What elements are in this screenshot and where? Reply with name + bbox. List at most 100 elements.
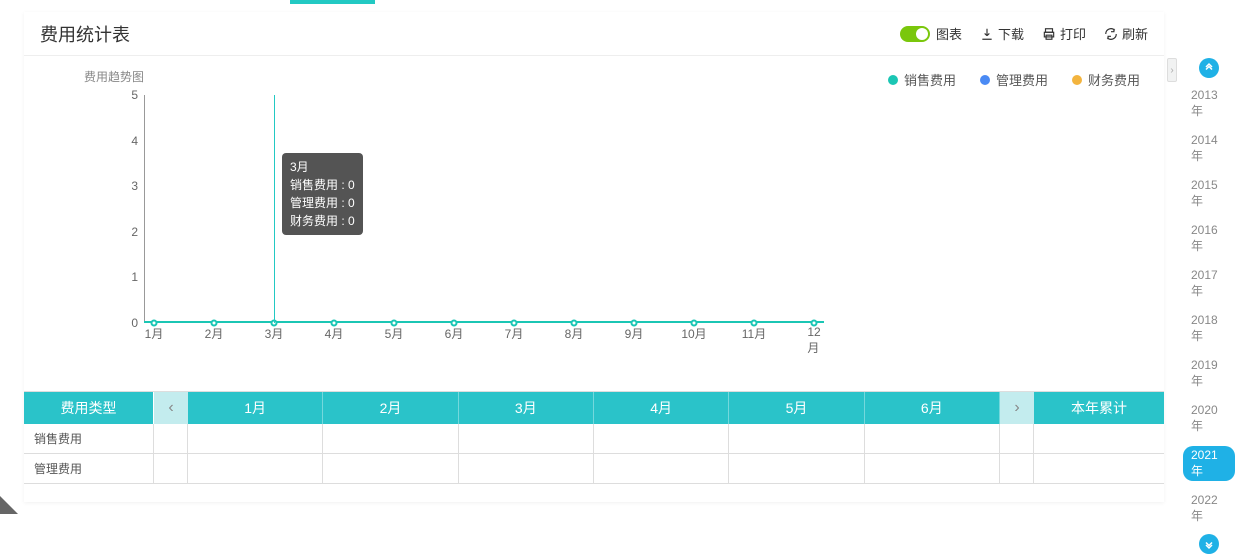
y-tick-label: 2 xyxy=(114,225,138,239)
data-table: 费用类型 ‹ 1月2月3月4月5月6月 › 本年累计 销售费用管理费用 xyxy=(24,391,1164,484)
tooltip-line: 财务费用 : 0 xyxy=(290,212,355,230)
table-row: 销售费用 xyxy=(24,424,1164,454)
year-scroll-down-button[interactable] xyxy=(1199,534,1219,554)
table-cell xyxy=(459,424,594,453)
col-header-month: 6月 xyxy=(865,392,1000,424)
col-header-month: 4月 xyxy=(594,392,729,424)
chart-plot[interactable]: 012345 1月2月3月4月5月6月7月8月9月10月11月12月 3月销售费… xyxy=(144,95,824,335)
legend-dot-icon xyxy=(888,75,898,85)
col-header-month: 1月 xyxy=(188,392,323,424)
year-item[interactable]: 2015年 xyxy=(1183,176,1235,211)
table-cell xyxy=(594,424,729,453)
x-axis-labels: 1月2月3月4月5月6月7月8月9月10月11月12月 xyxy=(144,325,824,341)
chart-tooltip: 3月销售费用 : 0管理费用 : 0财务费用 : 0 xyxy=(282,153,363,235)
x-tick-label: 11月 xyxy=(742,325,766,342)
row-spacer xyxy=(154,454,188,483)
download-icon xyxy=(980,27,994,41)
table-cell xyxy=(594,454,729,483)
row-total xyxy=(1034,424,1164,453)
legend-item[interactable]: 销售费用 xyxy=(888,70,956,89)
year-item[interactable]: 2018年 xyxy=(1183,311,1235,346)
tooltip-line: 销售费用 : 0 xyxy=(290,176,355,194)
row-total xyxy=(1034,454,1164,483)
year-item[interactable]: 2022年 xyxy=(1183,491,1235,526)
year-scroll-up-button[interactable] xyxy=(1199,58,1219,78)
year-item[interactable]: 2019年 xyxy=(1183,356,1235,391)
year-item[interactable]: 2020年 xyxy=(1183,401,1235,436)
page-title: 费用统计表 xyxy=(40,21,130,47)
year-item[interactable]: 2014年 xyxy=(1183,131,1235,166)
download-button[interactable]: 下载 xyxy=(980,24,1024,43)
y-tick-label: 5 xyxy=(114,88,138,102)
refresh-label: 刷新 xyxy=(1122,24,1148,43)
legend-label: 管理费用 xyxy=(996,70,1048,89)
year-item[interactable]: 2013年 xyxy=(1183,86,1235,121)
year-item[interactable]: 2016年 xyxy=(1183,221,1235,256)
y-tick-label: 3 xyxy=(114,179,138,193)
legend-item[interactable]: 财务费用 xyxy=(1072,70,1140,89)
print-button[interactable]: 打印 xyxy=(1042,24,1086,43)
legend-dot-icon xyxy=(1072,75,1082,85)
table-cell xyxy=(729,454,864,483)
chart-area: 费用趋势图 销售费用管理费用财务费用 012345 1月2月3月4月5月6月7月… xyxy=(24,56,1164,341)
corner-tab[interactable] xyxy=(0,496,18,514)
table-cell xyxy=(865,424,1000,453)
legend-label: 销售费用 xyxy=(904,70,956,89)
x-tick-label: 1月 xyxy=(145,325,164,342)
print-icon xyxy=(1042,27,1056,41)
x-tick-label: 8月 xyxy=(565,325,584,342)
toolbar: 图表 下载 打印 刷新 xyxy=(900,24,1148,43)
chart-toggle-label: 图表 xyxy=(936,24,962,43)
x-tick-label: 3月 xyxy=(265,325,284,342)
legend-item[interactable]: 管理费用 xyxy=(980,70,1048,89)
table-cell xyxy=(729,424,864,453)
table-row: 管理费用 xyxy=(24,454,1164,484)
table-cell xyxy=(188,454,323,483)
y-axis: 012345 xyxy=(114,95,138,323)
download-label: 下载 xyxy=(998,24,1024,43)
print-label: 打印 xyxy=(1060,24,1086,43)
row-spacer xyxy=(1000,454,1034,483)
chart-legend: 销售费用 管理费用 财务费用 xyxy=(888,70,1140,89)
table-cell xyxy=(459,454,594,483)
chart-toggle[interactable]: 图表 xyxy=(900,24,962,43)
col-header-month: 5月 xyxy=(729,392,864,424)
x-tick-label: 6月 xyxy=(445,325,464,342)
chevron-up-icon xyxy=(1203,62,1215,74)
legend-dot-icon xyxy=(980,75,990,85)
y-tick-label: 1 xyxy=(114,270,138,284)
x-tick-label: 7月 xyxy=(505,325,524,342)
row-spacer xyxy=(154,424,188,453)
scroll-left-button[interactable]: ‹ xyxy=(154,392,188,424)
y-axis-line xyxy=(144,95,145,323)
main-panel: 费用统计表 图表 下载 打印 刷新 费用趋势图 销售费用管理费用财务费用 xyxy=(24,12,1164,502)
x-tick-label: 5月 xyxy=(385,325,404,342)
x-tick-label: 4月 xyxy=(325,325,344,342)
x-tick-label: 10月 xyxy=(681,325,706,342)
legend-label: 财务费用 xyxy=(1088,70,1140,89)
y-tick-label: 0 xyxy=(114,316,138,330)
table-cell xyxy=(323,424,458,453)
row-spacer xyxy=(1000,424,1034,453)
row-label: 销售费用 xyxy=(24,424,154,453)
refresh-icon xyxy=(1104,27,1118,41)
col-header-month: 2月 xyxy=(323,392,458,424)
scroll-right-button[interactable]: › xyxy=(1000,392,1034,424)
y-tick-label: 4 xyxy=(114,134,138,148)
tooltip-line: 管理费用 : 0 xyxy=(290,194,355,212)
year-item[interactable]: 2021年 xyxy=(1183,446,1235,481)
tooltip-title: 3月 xyxy=(290,158,355,176)
year-rail: 2013年 2014年 2015年 2016年 2017年 2018年 2019年 2020年… xyxy=(1183,58,1235,554)
refresh-button[interactable]: 刷新 xyxy=(1104,24,1148,43)
chart-crosshair xyxy=(274,95,275,323)
panel-splitter[interactable]: › xyxy=(1167,58,1177,82)
table-cell xyxy=(865,454,1000,483)
table-header-row: 费用类型 ‹ 1月2月3月4月5月6月 › 本年累计 xyxy=(24,392,1164,424)
active-tab-indicator xyxy=(290,0,375,4)
x-tick-label: 9月 xyxy=(625,325,644,342)
x-tick-label: 2月 xyxy=(205,325,224,342)
year-item[interactable]: 2017年 xyxy=(1183,266,1235,301)
chevron-down-icon xyxy=(1203,538,1215,550)
panel-header: 费用统计表 图表 下载 打印 刷新 xyxy=(24,12,1164,56)
row-label: 管理费用 xyxy=(24,454,154,483)
